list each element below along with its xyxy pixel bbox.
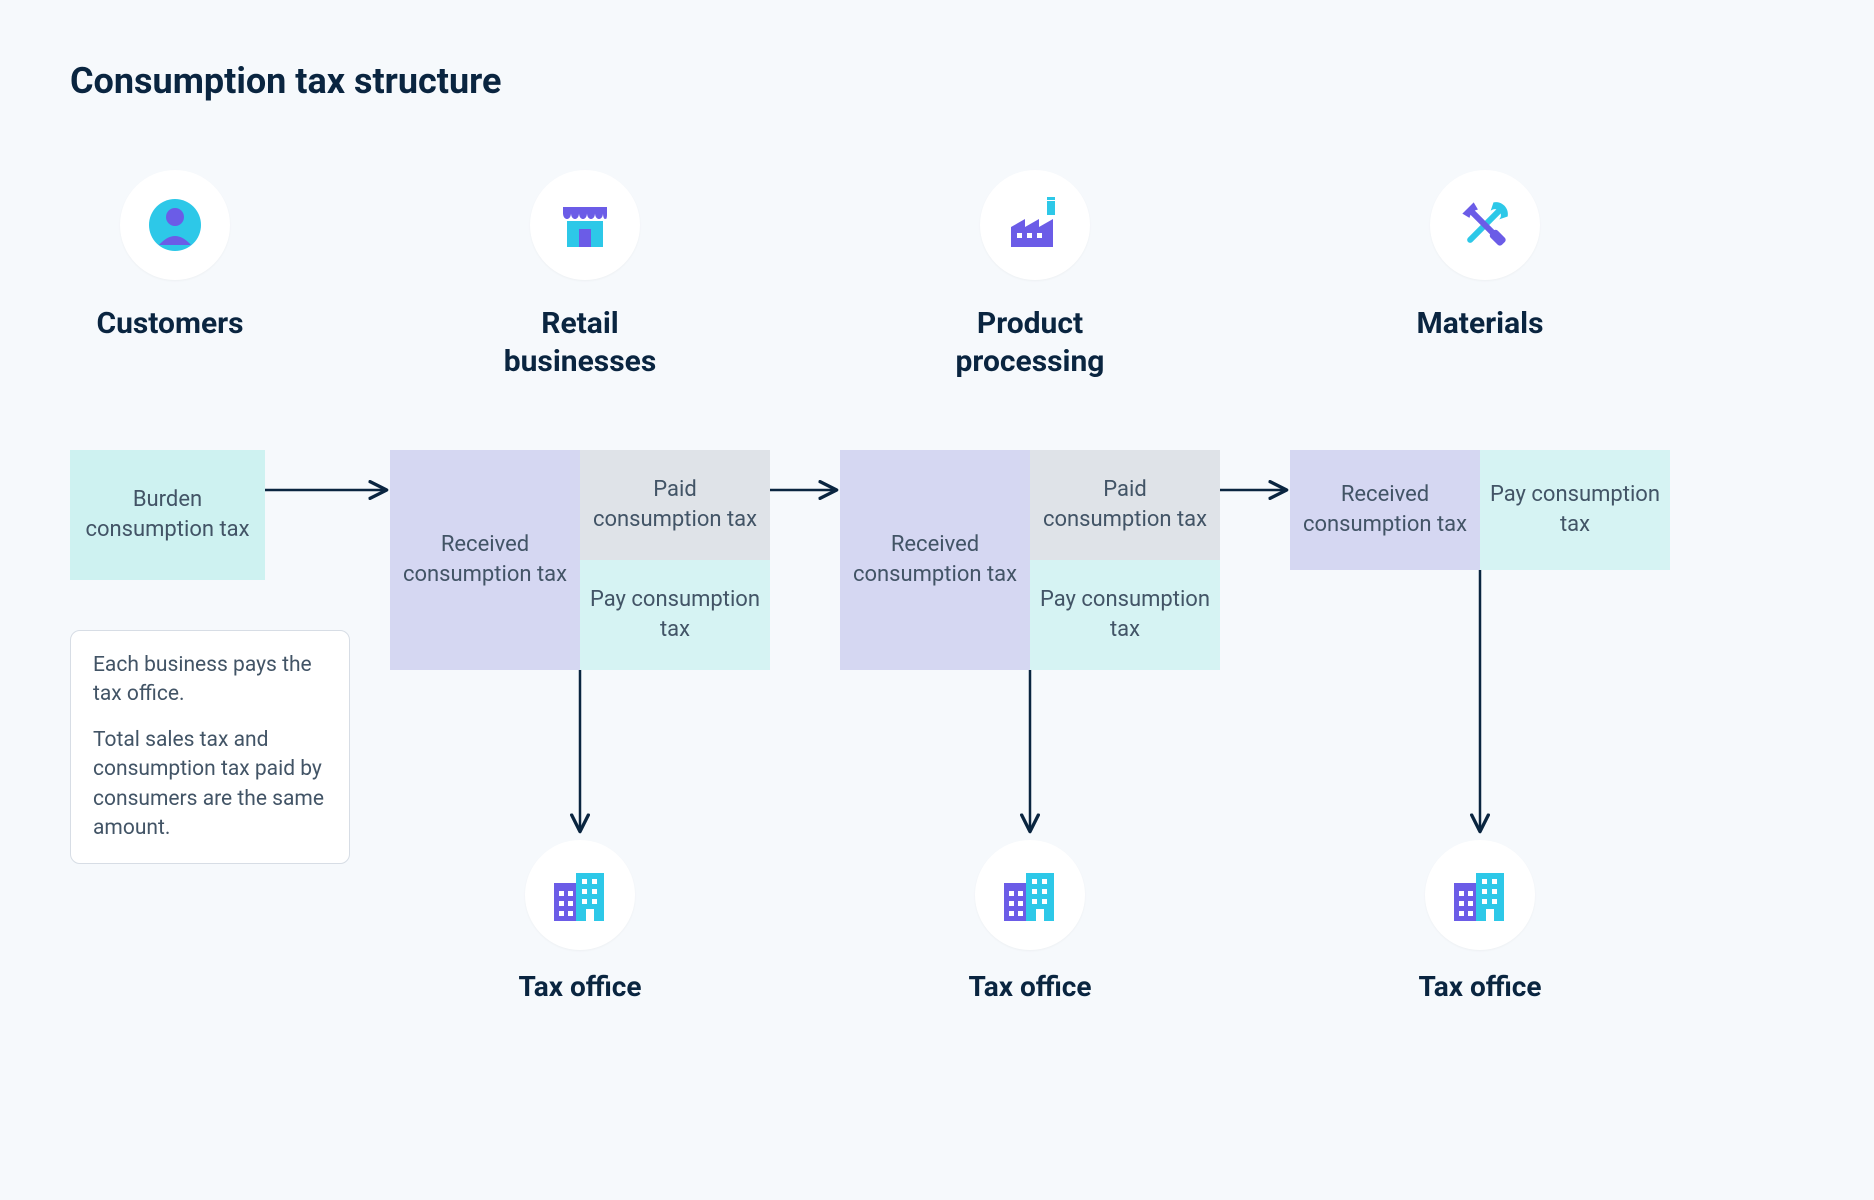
note-line-1: Each business pays the tax office. (93, 651, 327, 710)
flow-arrows (0, 0, 1874, 1200)
tax-office-label: Tax office (480, 970, 680, 1003)
tax-office-label: Tax office (930, 970, 1130, 1003)
explainer-note: Each business pays the tax office. Total… (70, 630, 350, 864)
tax-office-icon (975, 840, 1085, 950)
tax-office-icon (525, 840, 635, 950)
tax-office-icon (1425, 840, 1535, 950)
tax-office-label: Tax office (1380, 970, 1580, 1003)
note-line-2: Total sales tax and consumption tax paid… (93, 726, 327, 844)
